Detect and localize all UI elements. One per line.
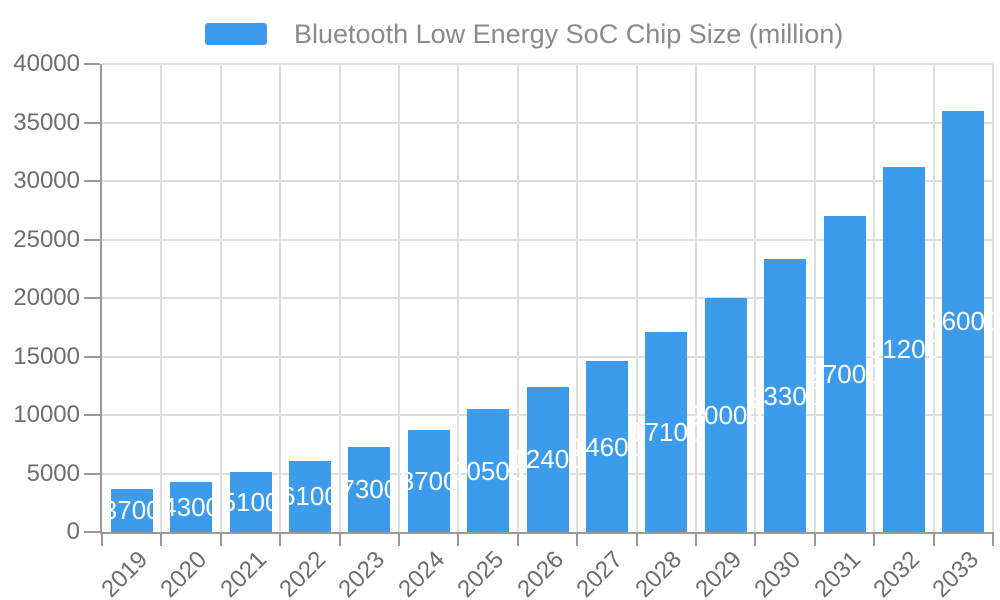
y-axis-tick xyxy=(84,180,100,182)
y-gridline xyxy=(102,121,993,124)
x-axis-tick xyxy=(813,532,816,546)
y-axis-label: 20000 xyxy=(13,284,80,311)
x-axis-tick xyxy=(160,532,163,546)
y-axis-label: 0 xyxy=(66,518,80,545)
y-axis-label: 15000 xyxy=(13,342,80,370)
bar-2026[interactable] xyxy=(526,386,569,532)
x-axis-tick xyxy=(695,532,697,546)
x-gridline xyxy=(754,64,757,532)
x-axis-tick xyxy=(635,532,638,546)
x-gridline xyxy=(338,64,341,532)
y-axis-tick xyxy=(84,355,100,358)
x-gridline xyxy=(576,64,579,532)
bar-2029[interactable] xyxy=(704,298,747,532)
x-axis-tick xyxy=(398,532,400,546)
y-axis-tick xyxy=(84,238,100,241)
y-gridline xyxy=(102,180,993,182)
x-axis-label: 2019 xyxy=(95,546,153,600)
y-axis-label: 10000 xyxy=(13,401,80,428)
bar-2028[interactable] xyxy=(645,331,688,532)
x-gridline xyxy=(219,64,222,532)
y-axis-tick xyxy=(84,121,100,124)
x-gridline xyxy=(279,64,282,532)
bar-2021[interactable] xyxy=(229,472,272,532)
x-gridline xyxy=(992,64,994,532)
y-gridline xyxy=(102,238,993,241)
y-axis-tick xyxy=(84,472,100,475)
bar-2019[interactable] xyxy=(110,488,153,532)
x-axis-tick xyxy=(873,532,876,546)
x-gridline xyxy=(160,64,163,532)
y-axis-tick xyxy=(84,531,100,533)
legend-item[interactable]: Bluetooth Low Energy SoC Chip Size (mill… xyxy=(205,16,843,52)
x-axis-tick xyxy=(457,532,460,546)
x-axis-tick xyxy=(338,532,341,546)
x-gridline xyxy=(873,64,876,532)
bar-2023[interactable] xyxy=(348,446,391,532)
y-axis-label: 40000 xyxy=(13,50,80,77)
y-axis-tick xyxy=(84,63,100,65)
legend-swatch xyxy=(205,23,267,45)
x-axis-tick xyxy=(992,532,994,546)
x-axis-tick xyxy=(101,532,103,546)
plot-area: 0 5000 10000 15000 20000 25000 30000 35000 40000… xyxy=(13,50,999,600)
x-axis-tick xyxy=(279,532,282,546)
x-gridline xyxy=(932,64,935,532)
y-axis-label: 35000 xyxy=(13,108,80,136)
y-gridline xyxy=(102,297,993,299)
y-axis-label: 30000 xyxy=(13,167,80,194)
x-gridline xyxy=(813,64,816,532)
bar-2031[interactable] xyxy=(823,216,866,532)
bar-2033[interactable] xyxy=(942,110,985,532)
bar-2030[interactable] xyxy=(764,259,807,532)
x-gridline xyxy=(516,64,519,532)
bar-2027[interactable] xyxy=(585,361,628,532)
bar-2022[interactable] xyxy=(288,460,331,532)
bar-2024[interactable] xyxy=(407,430,450,532)
bar-2025[interactable] xyxy=(467,409,510,532)
x-axis-tick xyxy=(576,532,579,546)
legend-label: Bluetooth Low Energy SoC Chip Size (mill… xyxy=(294,19,844,49)
y-gridline xyxy=(102,355,993,358)
x-gridline xyxy=(398,64,400,532)
x-axis-tick xyxy=(516,532,519,546)
bar-2032[interactable] xyxy=(882,166,925,532)
y-axis-line xyxy=(100,64,102,532)
y-axis-label: 25000 xyxy=(13,225,80,253)
x-axis-tick xyxy=(754,532,757,546)
x-gridline xyxy=(695,64,697,532)
x-axis-line xyxy=(100,532,993,534)
x-axis-tick xyxy=(219,532,222,546)
bar-2020[interactable] xyxy=(170,481,213,532)
x-axis-tick xyxy=(932,532,935,546)
x-gridline xyxy=(635,64,638,532)
y-axis-tick xyxy=(84,297,100,299)
y-gridline xyxy=(102,63,993,65)
y-axis-tick xyxy=(84,414,100,416)
y-axis-label: 5000 xyxy=(26,459,80,487)
x-gridline xyxy=(457,64,460,532)
